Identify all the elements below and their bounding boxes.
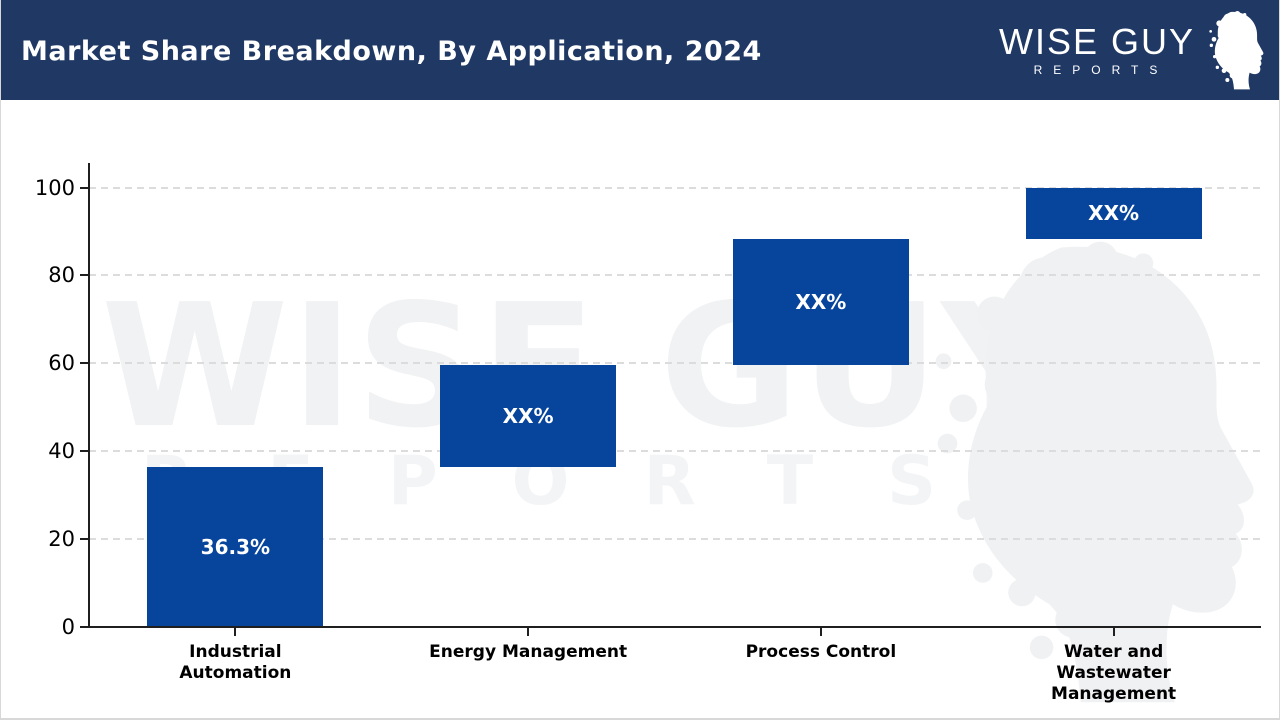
gridline-60 [89, 362, 1260, 365]
x-tick-energy-management [527, 627, 530, 636]
y-tick-label-100: 100 [34, 175, 75, 200]
gridline-20 [89, 538, 1260, 541]
gridline-80 [89, 274, 1260, 277]
x-label-process-control: Process Control [745, 642, 897, 662]
gridline-100 [89, 186, 1260, 189]
bar-industrial-automation: 36.3% [147, 467, 324, 627]
y-tick-20 [80, 538, 89, 541]
y-tick-60 [80, 362, 89, 365]
bar-water-and-wastewater-management: XX% [1025, 187, 1202, 240]
bar-label-water-and-wastewater-management: XX% [1088, 201, 1140, 226]
y-tick-label-0: 0 [61, 615, 75, 639]
x-tick-process-control [819, 627, 822, 636]
bar-label-energy-management: XX% [502, 404, 554, 429]
y-tick-40 [80, 450, 89, 453]
y-tick-label-40: 40 [48, 439, 75, 464]
logo-text: WISE GUY REPORTS [998, 21, 1195, 78]
page-title: Market Share Breakdown, By Application, … [21, 36, 762, 67]
y-tick-label-60: 60 [48, 351, 75, 376]
x-axis-spine [88, 626, 1261, 628]
x-label-water-and-wastewater-management: Water and Wastewater Management [1051, 642, 1177, 704]
x-label-industrial-automation: Industrial Automation [179, 642, 292, 683]
y-tick-0 [80, 626, 89, 628]
y-tick-label-20: 20 [48, 527, 75, 552]
bar-process-control: XX% [732, 239, 909, 365]
bar-label-process-control: XX% [795, 290, 847, 314]
x-tick-water-and-wastewater-management [1112, 627, 1115, 636]
logo-wiseguy-label: WISE GUY [998, 21, 1195, 62]
x-label-energy-management: Energy Management [429, 642, 628, 662]
y-axis-spine [88, 163, 90, 628]
header-bar: Market Share Breakdown, By Application, … [1, 0, 1279, 100]
x-tick-industrial-automation [234, 627, 237, 636]
logo-reports-label: REPORTS [1033, 63, 1169, 77]
y-tick-100 [80, 186, 89, 189]
gridline-40 [89, 450, 1260, 453]
y-tick-label-80: 80 [48, 263, 75, 288]
y-tick-80 [80, 274, 89, 277]
wiseguy-logo: WISE GUY REPORTS [999, 8, 1267, 92]
bar-label-industrial-automation: 36.3% [200, 535, 271, 560]
bar-energy-management: XX% [440, 364, 617, 468]
plot-area: 36.3% XX% XX% XX% [89, 163, 1260, 627]
